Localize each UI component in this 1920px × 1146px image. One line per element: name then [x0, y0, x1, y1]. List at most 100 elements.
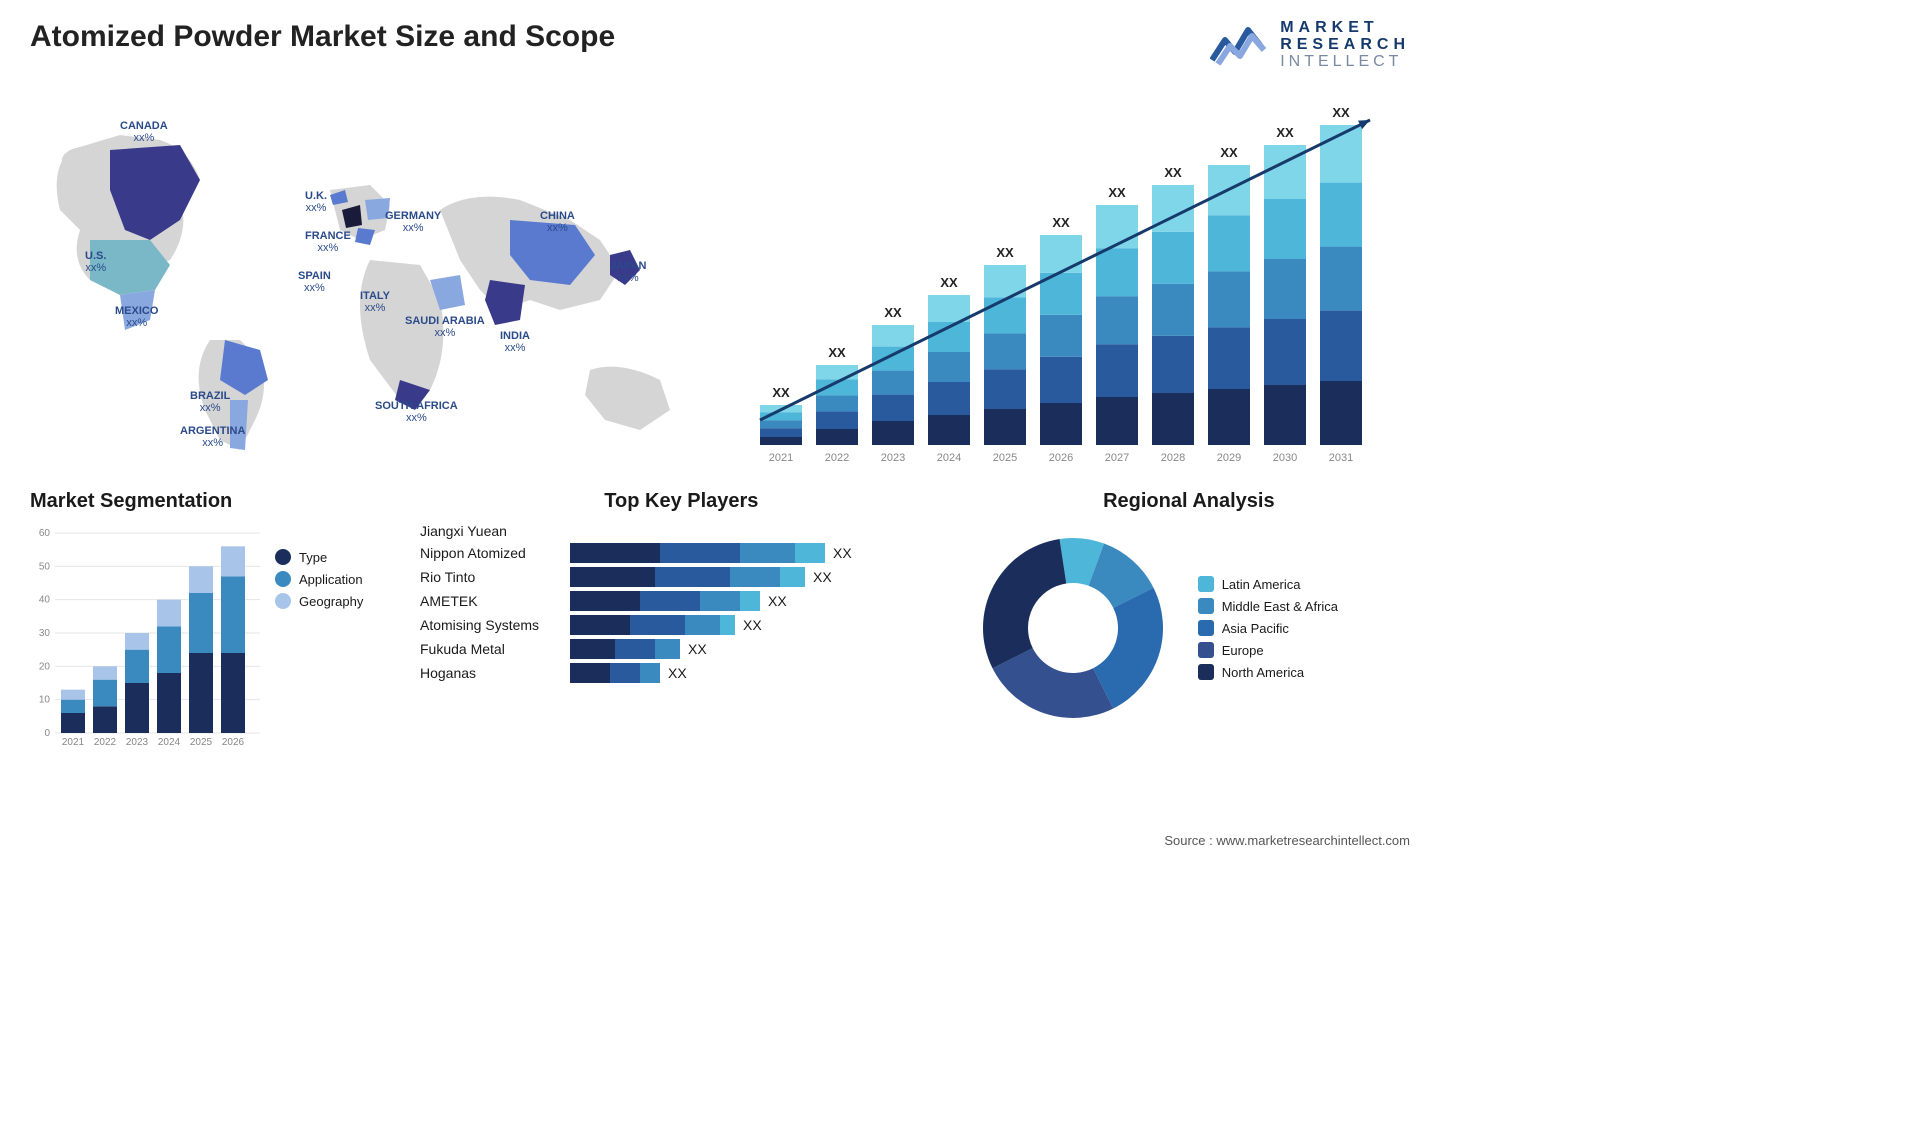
- player-row: Fukuda Metal XX: [420, 639, 943, 659]
- map-label: U.K.xx%: [305, 190, 327, 214]
- map-label: GERMANYxx%: [385, 210, 441, 234]
- main-bar-chart: 2021 XX 2022 XX 2023 XX 2024 XX 2025 XX 2026 XX 2027…: [740, 90, 1410, 470]
- segmentation-panel: Market Segmentation 01020304050602021202…: [30, 490, 395, 780]
- player-bar: [570, 663, 660, 683]
- player-bar: [570, 615, 735, 635]
- player-value: XX: [688, 641, 707, 657]
- svg-text:2023: 2023: [126, 737, 149, 748]
- svg-text:2025: 2025: [993, 452, 1017, 464]
- players-chart: Jiangxi Yuean Nippon Atomized XX Rio Tinto X…: [420, 523, 943, 683]
- legend-item: Application: [275, 571, 395, 587]
- svg-text:60: 60: [39, 528, 51, 539]
- map-label: SPAINxx%: [298, 270, 331, 294]
- svg-text:XX: XX: [1164, 165, 1182, 180]
- map-label: ITALYxx%: [360, 290, 390, 314]
- svg-text:40: 40: [39, 595, 51, 606]
- svg-text:2022: 2022: [94, 737, 117, 748]
- regional-donut: [968, 523, 1178, 733]
- map-label: JAPANxx%: [610, 260, 646, 284]
- regional-legend: Latin America Middle East & Africa Asia Pa…: [1198, 570, 1338, 686]
- svg-text:XX: XX: [940, 275, 958, 290]
- player-label: Jiangxi Yuean: [420, 523, 570, 539]
- page-title: Atomized Powder Market Size and Scope: [30, 20, 615, 54]
- segmentation-chart: 0102030405060202120222023202420252026: [30, 523, 260, 753]
- svg-text:2024: 2024: [158, 737, 181, 748]
- svg-text:2031: 2031: [1329, 452, 1353, 464]
- map-label: ARGENTINAxx%: [180, 425, 245, 449]
- player-row: Nippon Atomized XX: [420, 543, 943, 563]
- player-row: Hoganas XX: [420, 663, 943, 683]
- player-label: Atomising Systems: [420, 617, 570, 633]
- player-bar: [570, 591, 760, 611]
- logo-icon: [1210, 20, 1270, 70]
- player-value: XX: [768, 593, 787, 609]
- svg-text:2023: 2023: [881, 452, 905, 464]
- players-panel: Top Key Players Jiangxi Yuean Nippon Atom…: [420, 490, 943, 780]
- player-value: XX: [833, 545, 852, 561]
- svg-text:XX: XX: [996, 245, 1014, 260]
- map-label: CANADAxx%: [120, 120, 168, 144]
- regional-panel: Regional Analysis Latin America Middle Ea…: [968, 490, 1410, 780]
- svg-text:50: 50: [39, 562, 51, 573]
- svg-text:2025: 2025: [190, 737, 213, 748]
- player-value: XX: [813, 569, 832, 585]
- map-label: BRAZILxx%: [190, 390, 230, 414]
- players-title: Top Key Players: [420, 490, 943, 513]
- player-label: Fukuda Metal: [420, 641, 570, 657]
- legend-item: Middle East & Africa: [1198, 598, 1338, 614]
- svg-text:20: 20: [39, 662, 51, 673]
- svg-text:2029: 2029: [1217, 452, 1241, 464]
- segmentation-legend: Type Application Geography: [275, 523, 395, 753]
- player-bar: [570, 567, 805, 587]
- map-label: INDIAxx%: [500, 330, 530, 354]
- player-row: AMETEK XX: [420, 591, 943, 611]
- svg-text:2026: 2026: [1049, 452, 1073, 464]
- player-label: Hoganas: [420, 665, 570, 681]
- svg-text:XX: XX: [772, 385, 790, 400]
- legend-item: Asia Pacific: [1198, 620, 1338, 636]
- logo-line2: RESEARCH: [1280, 37, 1410, 54]
- map-label: MEXICOxx%: [115, 305, 158, 329]
- player-value: XX: [743, 617, 762, 633]
- svg-text:XX: XX: [1276, 125, 1294, 140]
- regional-title: Regional Analysis: [968, 490, 1410, 513]
- svg-text:2027: 2027: [1105, 452, 1129, 464]
- svg-text:2028: 2028: [1161, 452, 1185, 464]
- svg-text:2021: 2021: [769, 452, 793, 464]
- map-label: U.S.xx%: [85, 250, 106, 274]
- player-label: Nippon Atomized: [420, 545, 570, 561]
- map-label: SAUDI ARABIAxx%: [405, 315, 485, 339]
- svg-text:2021: 2021: [62, 737, 85, 748]
- svg-text:2024: 2024: [937, 452, 961, 464]
- svg-text:2030: 2030: [1273, 452, 1297, 464]
- map-label: FRANCExx%: [305, 230, 351, 254]
- svg-text:XX: XX: [884, 305, 902, 320]
- player-row: Atomising Systems XX: [420, 615, 943, 635]
- player-label: AMETEK: [420, 593, 570, 609]
- svg-text:XX: XX: [1220, 145, 1238, 160]
- legend-item: Latin America: [1198, 576, 1338, 592]
- brand-logo: MARKET RESEARCH INTELLECT: [1210, 20, 1410, 70]
- logo-line1: MARKET: [1280, 20, 1410, 37]
- svg-text:XX: XX: [1332, 105, 1350, 120]
- svg-text:XX: XX: [1052, 215, 1070, 230]
- player-label: Rio Tinto: [420, 569, 570, 585]
- segmentation-title: Market Segmentation: [30, 490, 395, 513]
- legend-item: North America: [1198, 664, 1338, 680]
- svg-text:XX: XX: [1108, 185, 1126, 200]
- legend-item: Europe: [1198, 642, 1338, 658]
- svg-text:2026: 2026: [222, 737, 245, 748]
- map-label: CHINAxx%: [540, 210, 575, 234]
- svg-text:2022: 2022: [825, 452, 849, 464]
- world-map: [30, 90, 710, 470]
- legend-item: Geography: [275, 593, 395, 609]
- player-value: XX: [668, 665, 687, 681]
- world-map-panel: CANADAxx% U.S.xx% MEXICOxx% BRAZILxx% ARGENT…: [30, 90, 710, 470]
- player-bar: [570, 639, 680, 659]
- source-text: Source : www.marketresearchintellect.com: [1164, 833, 1410, 848]
- player-row: Jiangxi Yuean: [420, 523, 943, 539]
- player-row: Rio Tinto XX: [420, 567, 943, 587]
- svg-text:30: 30: [39, 628, 51, 639]
- legend-item: Type: [275, 549, 395, 565]
- svg-text:XX: XX: [828, 345, 846, 360]
